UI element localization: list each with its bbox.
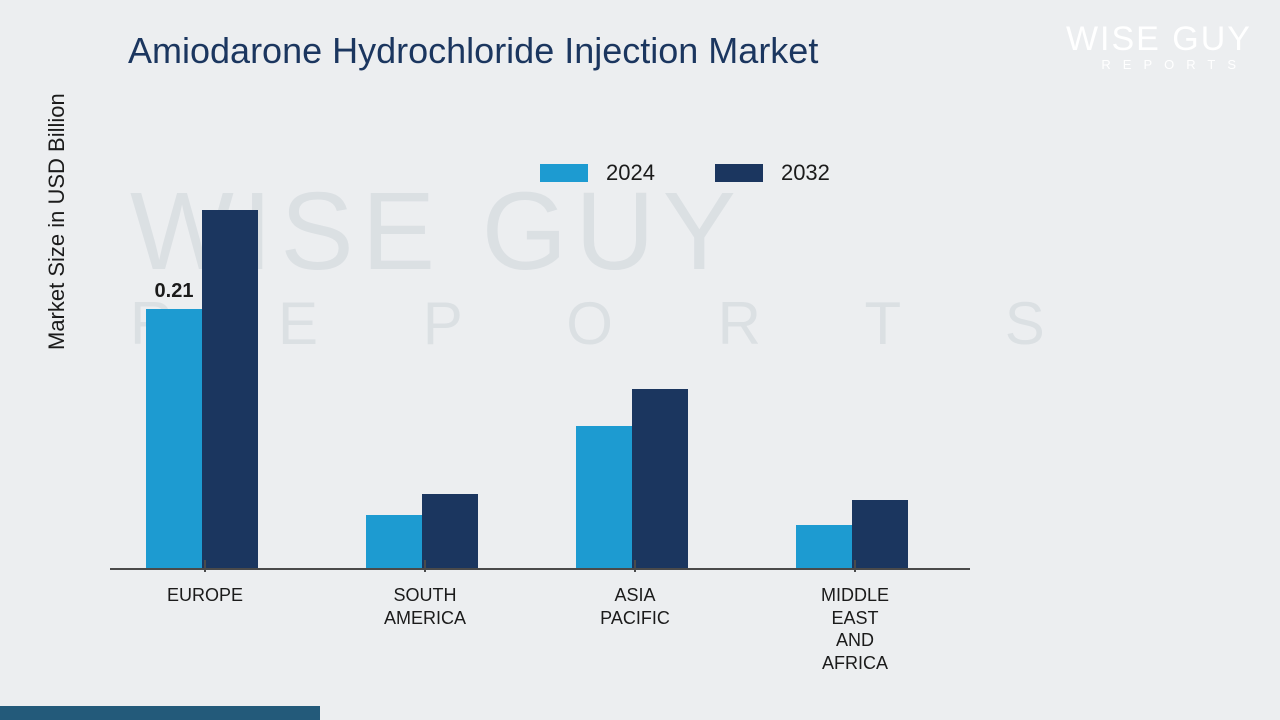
plot-area: 0.21EUROPE SOUTH AMERICA ASIA PACIFIC MIDDL… [110, 200, 970, 570]
legend-label-2024: 2024 [606, 160, 655, 186]
bar [422, 494, 478, 568]
bar [366, 515, 422, 568]
footer-accent-bar [0, 706, 320, 720]
y-axis-label: Market Size in USD Billion [44, 93, 70, 350]
bar-group: MIDDLE EAST AND AFRICA [790, 200, 920, 570]
x-tick [424, 560, 426, 572]
legend: 2024 2032 [540, 160, 830, 186]
x-tick [204, 560, 206, 572]
bar [796, 525, 852, 568]
chart-canvas: WISE GUY REPORTS WISE GUYR E P O R T S A… [0, 0, 1280, 720]
x-axis-category-label: EUROPE [167, 584, 243, 607]
bar [576, 426, 632, 568]
bar-group: SOUTH AMERICA [360, 200, 490, 570]
legend-label-2032: 2032 [781, 160, 830, 186]
chart-title: Amiodarone Hydrochloride Injection Marke… [128, 28, 848, 73]
brand-sidebar [960, 0, 1280, 720]
legend-item-2024: 2024 [540, 160, 655, 186]
legend-swatch-2032 [715, 164, 763, 182]
logo-main-text: WISE GUY [1066, 22, 1252, 56]
bar: 0.21 [146, 309, 202, 568]
bar-value-label: 0.21 [155, 280, 194, 303]
x-axis-category-label: SOUTH AMERICA [384, 584, 466, 629]
legend-item-2032: 2032 [715, 160, 830, 186]
bar [852, 500, 908, 568]
bar-group: ASIA PACIFIC [570, 200, 700, 570]
x-tick [854, 560, 856, 572]
x-axis-category-label: MIDDLE EAST AND AFRICA [821, 584, 889, 674]
x-axis-category-label: ASIA PACIFIC [600, 584, 670, 629]
legend-swatch-2024 [540, 164, 588, 182]
logo-sub-text: REPORTS [1066, 58, 1252, 71]
bar [202, 210, 258, 568]
x-tick [634, 560, 636, 572]
bar [632, 389, 688, 568]
wiseguy-logo: WISE GUY REPORTS [1066, 22, 1252, 71]
bar-group: 0.21EUROPE [140, 200, 270, 570]
